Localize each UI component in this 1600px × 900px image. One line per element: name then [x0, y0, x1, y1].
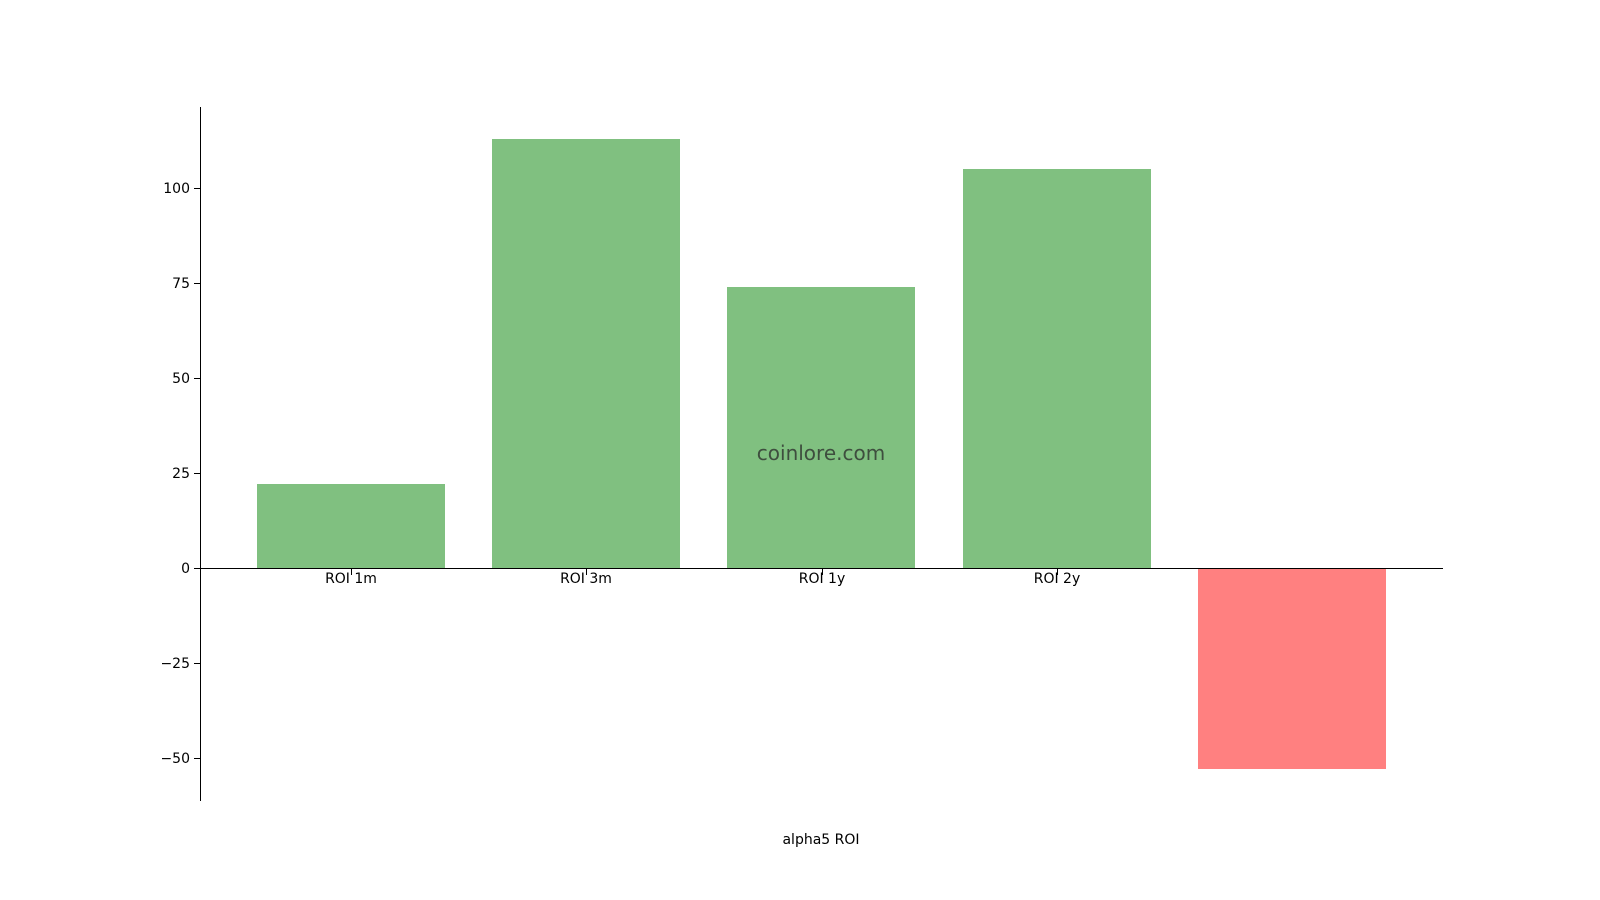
y-tick	[194, 188, 200, 189]
x-tick	[351, 568, 352, 575]
bar	[1198, 568, 1386, 769]
watermark-text: coinlore.com	[756, 441, 886, 465]
y-tick	[194, 758, 200, 759]
x-tick-label: ROI 1y	[798, 571, 846, 587]
y-tick	[194, 663, 200, 664]
x-axis-line	[200, 568, 1443, 569]
y-tick-label: 100	[163, 181, 190, 197]
y-tick-label: 50	[172, 371, 190, 387]
y-tick-label: −50	[160, 751, 190, 767]
y-tick-label: 75	[172, 276, 190, 292]
bar	[963, 169, 1151, 568]
y-axis-line	[200, 107, 201, 801]
y-tick-label: 25	[172, 466, 190, 482]
bar	[727, 287, 915, 568]
x-axis-title: alpha5 ROI	[782, 832, 860, 848]
x-tick-label: ROI 1m	[325, 571, 377, 587]
x-tick	[586, 568, 587, 575]
y-tick-label: 0	[181, 561, 190, 577]
x-tick	[1057, 568, 1058, 575]
y-tick	[194, 378, 200, 379]
y-tick	[194, 283, 200, 284]
x-tick-label: ROI 3m	[560, 571, 612, 587]
bar	[257, 484, 445, 568]
x-tick	[822, 568, 823, 575]
y-tick	[194, 473, 200, 474]
y-tick-label: −25	[160, 656, 190, 672]
bar	[492, 139, 680, 568]
y-tick	[194, 568, 200, 569]
x-tick-label: ROI 2y	[1033, 571, 1081, 587]
